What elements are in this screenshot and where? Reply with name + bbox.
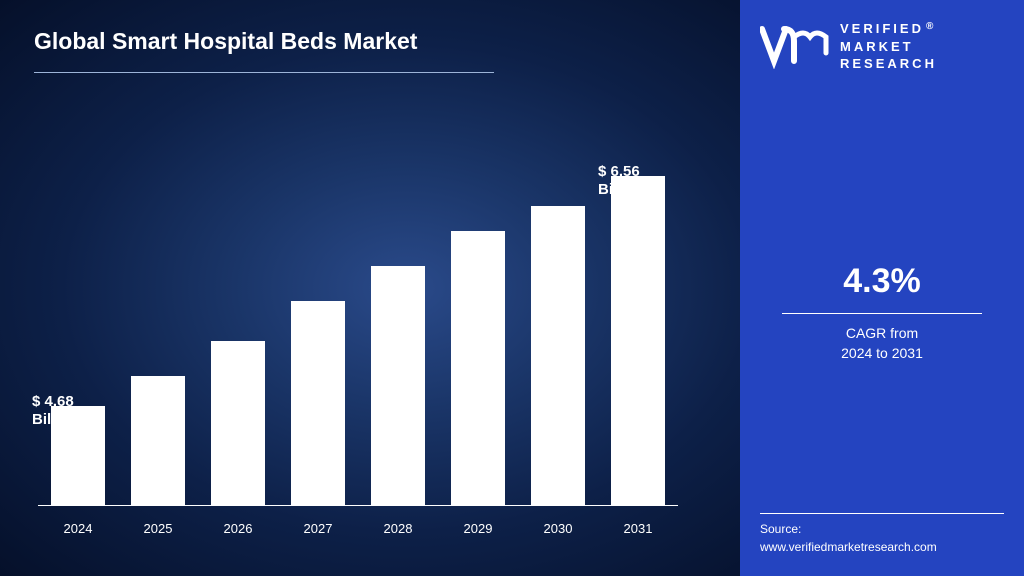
- bar-chart: $ 4.68 Billion $ 6.56 Billion 2024202520…: [38, 120, 678, 540]
- registered-mark: ®: [926, 21, 936, 32]
- logo-line1: VERIFIED: [840, 21, 924, 36]
- brand-logo: VERIFIED® MARKET RESEARCH: [760, 20, 937, 73]
- logo-mark-icon: [760, 23, 830, 69]
- x-axis-label: 2026: [208, 521, 268, 536]
- bar: [131, 376, 185, 506]
- bar-column: 2031: [608, 176, 668, 506]
- bar: [531, 206, 585, 506]
- sidebar-panel: VERIFIED® MARKET RESEARCH 4.3% CAGR from…: [740, 0, 1024, 576]
- cagr-underline: [782, 313, 982, 314]
- x-axis-line: [38, 505, 678, 506]
- x-axis-label: 2030: [528, 521, 588, 536]
- logo-line3: RESEARCH: [840, 56, 937, 71]
- cagr-block: 4.3% CAGR from 2024 to 2031: [740, 262, 1024, 363]
- source-heading: Source:: [760, 520, 1004, 538]
- cagr-label: CAGR from 2024 to 2031: [740, 324, 1024, 363]
- bar: [451, 231, 505, 506]
- bar-column: 2030: [528, 206, 588, 506]
- cagr-value: 4.3%: [740, 262, 1024, 301]
- bar-column: 2026: [208, 341, 268, 506]
- x-axis-label: 2028: [368, 521, 428, 536]
- bar-column: 2024: [48, 406, 108, 506]
- bar: [611, 176, 665, 506]
- bar-column: 2029: [448, 231, 508, 506]
- chart-title: Global Smart Hospital Beds Market: [34, 28, 417, 55]
- logo-line2: MARKET: [840, 39, 914, 54]
- source-url: www.verifiedmarketresearch.com: [760, 538, 1004, 556]
- bar: [291, 301, 345, 506]
- bar: [371, 266, 425, 506]
- source-block: Source: www.verifiedmarketresearch.com: [760, 513, 1004, 556]
- source-divider: [760, 513, 1004, 514]
- bar: [51, 406, 105, 506]
- bar: [211, 341, 265, 506]
- bar-column: 2028: [368, 266, 428, 506]
- x-axis-label: 2029: [448, 521, 508, 536]
- x-axis-label: 2031: [608, 521, 668, 536]
- title-underline: [34, 72, 494, 73]
- cagr-label-line2: 2024 to 2031: [841, 345, 923, 361]
- bar-column: 2025: [128, 376, 188, 506]
- cagr-label-line1: CAGR from: [846, 325, 918, 341]
- logo-text: VERIFIED® MARKET RESEARCH: [840, 20, 937, 73]
- x-axis-label: 2024: [48, 521, 108, 536]
- bars-container: 2024 2025 2026 2027 2028 2029 2030 2031: [38, 136, 678, 506]
- bar-column: 2027: [288, 301, 348, 506]
- x-axis-label: 2025: [128, 521, 188, 536]
- x-axis-label: 2027: [288, 521, 348, 536]
- chart-panel: Global Smart Hospital Beds Market $ 4.68…: [0, 0, 740, 576]
